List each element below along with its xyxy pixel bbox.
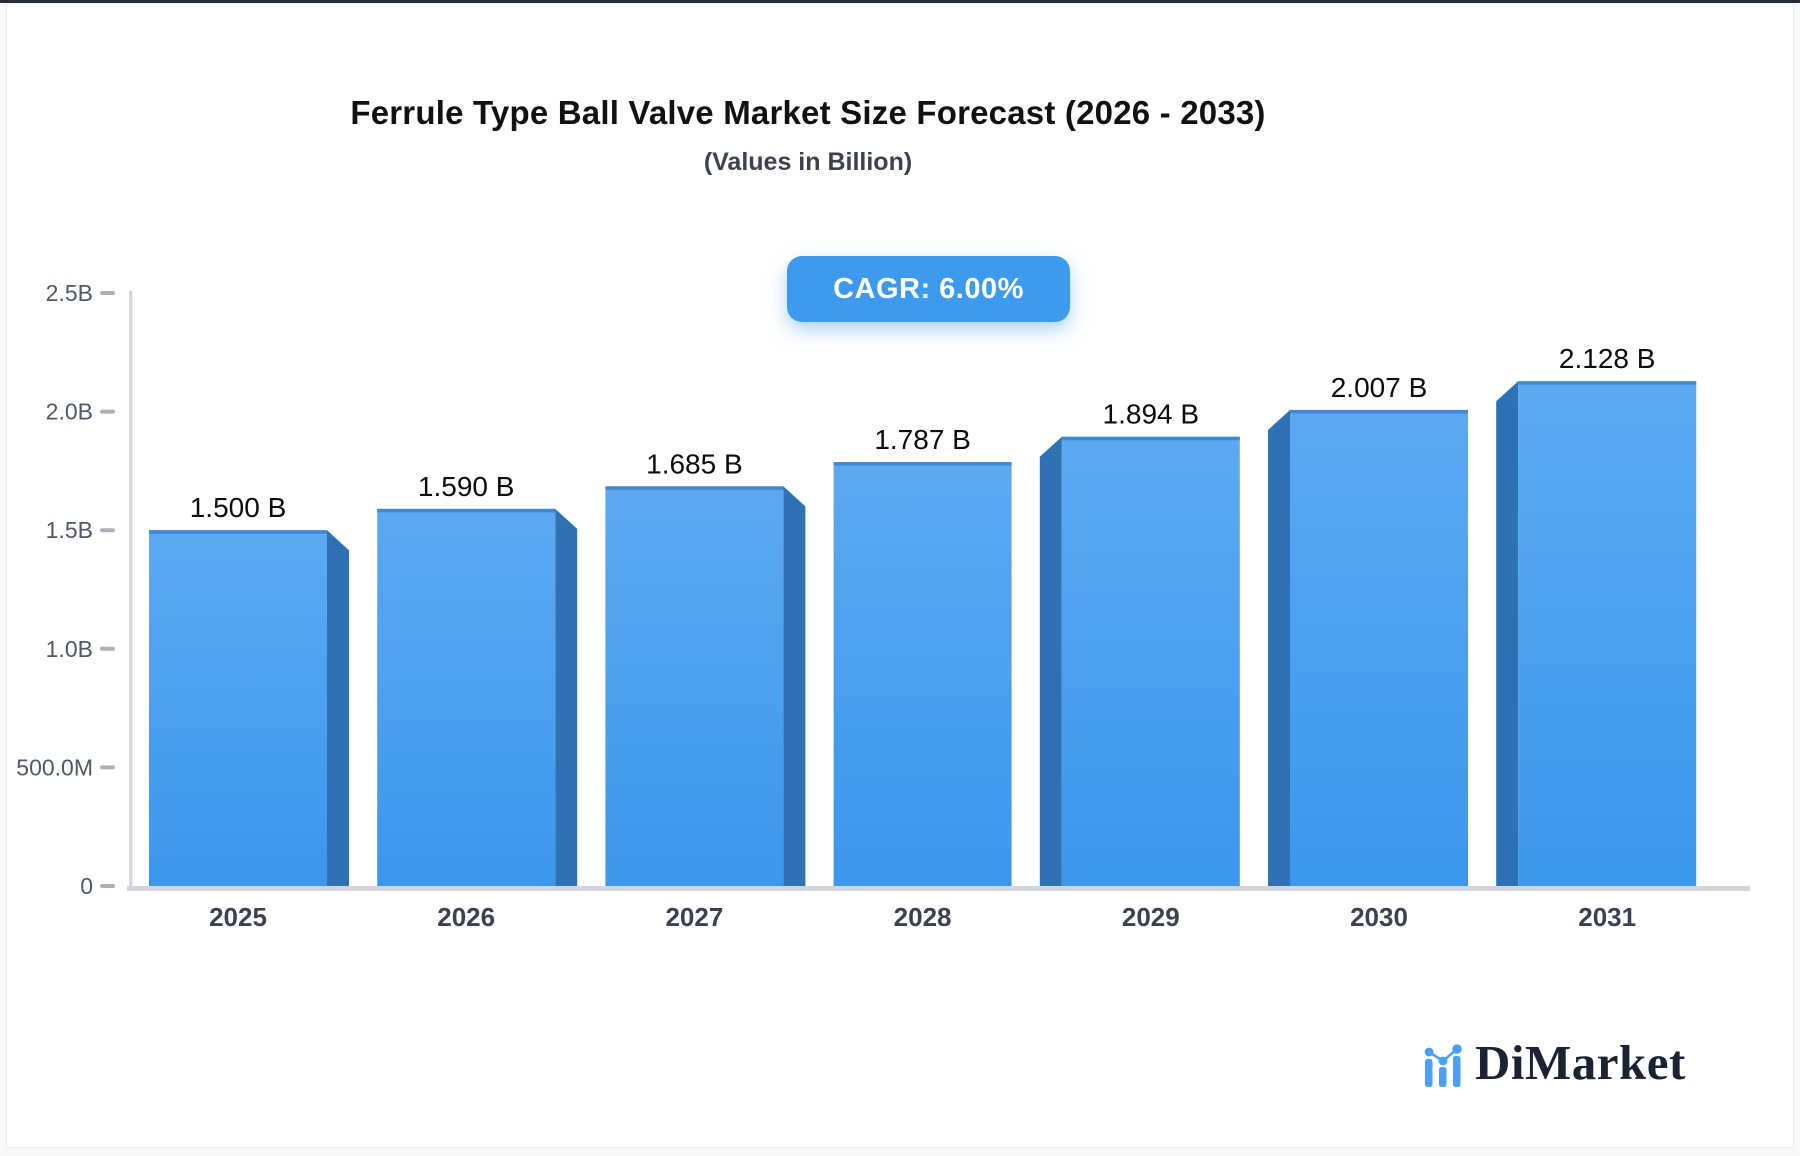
bar-side-face <box>1496 381 1519 886</box>
chart-title: Ferrule Type Ball Valve Market Size Fore… <box>350 94 1266 131</box>
bar-2027[interactable] <box>605 486 806 886</box>
brand-logo: DiMarket <box>1422 1038 1686 1087</box>
bar-2031[interactable] <box>1496 381 1697 886</box>
y-axis-tick-label: 1.5B <box>46 517 93 543</box>
bar-value-label: 1.500 B <box>190 492 287 523</box>
y-axis-tick <box>100 528 115 533</box>
x-axis-label: 2028 <box>894 902 952 932</box>
x-axis-line <box>127 886 1750 891</box>
bar-front-face <box>1290 409 1468 886</box>
bar-top-edge <box>1290 409 1468 414</box>
bar-value-label: 1.894 B <box>1103 399 1200 430</box>
window-top-edge <box>0 0 1800 3</box>
y-axis-tick <box>100 291 115 295</box>
bar-top-edge <box>377 508 556 513</box>
bar-side-face <box>555 508 578 886</box>
y-axis-tick <box>100 409 115 414</box>
x-axis-label: 2025 <box>209 902 267 932</box>
bar-top-edge <box>1061 436 1240 441</box>
y-axis-tick <box>100 765 115 770</box>
bar-value-label: 2.128 B <box>1559 343 1656 374</box>
bar-2030[interactable] <box>1268 409 1468 886</box>
bar-value-label: 1.685 B <box>646 448 743 479</box>
y-axis-tick-label: 1.0B <box>46 636 93 662</box>
bar-side-face <box>1268 409 1290 886</box>
bar-value-label: 2.007 B <box>1331 372 1428 403</box>
bar-front-face <box>1061 436 1240 886</box>
dimarket-bars-trend-icon <box>1424 1044 1462 1087</box>
bar-2028[interactable] <box>833 462 1012 886</box>
cagr-badge: CAGR: 6.00% <box>787 256 1070 322</box>
bar-front-face <box>1518 381 1697 886</box>
bar-2025[interactable] <box>149 530 349 886</box>
bar-front-face <box>605 486 784 886</box>
chart-subtitle: (Values in Billion) <box>703 148 913 176</box>
bar-value-label: 1.787 B <box>874 424 971 455</box>
bar-side-face <box>1039 436 1062 886</box>
x-axis-label: 2026 <box>437 902 495 932</box>
x-axis-label: 2027 <box>665 902 723 932</box>
bar-front-face <box>149 530 327 886</box>
cagr-badge-label: CAGR: 6.00% <box>833 272 1024 305</box>
x-axis-label: 2029 <box>1122 902 1180 932</box>
x-axis-label: 2031 <box>1578 902 1636 932</box>
bar-top-edge <box>605 486 784 490</box>
bar-side-face <box>327 530 349 886</box>
bar-2029[interactable] <box>1039 436 1240 886</box>
y-axis-tick <box>100 884 115 888</box>
y-axis-tick-label: 2.5B <box>46 280 93 306</box>
y-axis-tick-label: 500.0M <box>16 754 93 780</box>
x-axis-label: 2030 <box>1350 902 1408 932</box>
bar-top-edge <box>149 530 327 534</box>
bar-value-label: 1.590 B <box>418 471 515 502</box>
brand-name: DiMarket <box>1475 1035 1686 1090</box>
bar-top-edge <box>833 462 1012 466</box>
bar-top-edge <box>1518 381 1697 385</box>
y-axis-tick-label: 0 <box>80 873 93 899</box>
y-axis-line <box>129 291 133 891</box>
bar-front-face <box>833 462 1012 886</box>
bar-2026[interactable] <box>377 508 578 886</box>
y-axis-tick <box>100 646 115 651</box>
y-axis-tick-label: 2.0B <box>46 399 93 425</box>
bar-front-face <box>377 508 556 886</box>
bar-side-face <box>783 486 806 886</box>
